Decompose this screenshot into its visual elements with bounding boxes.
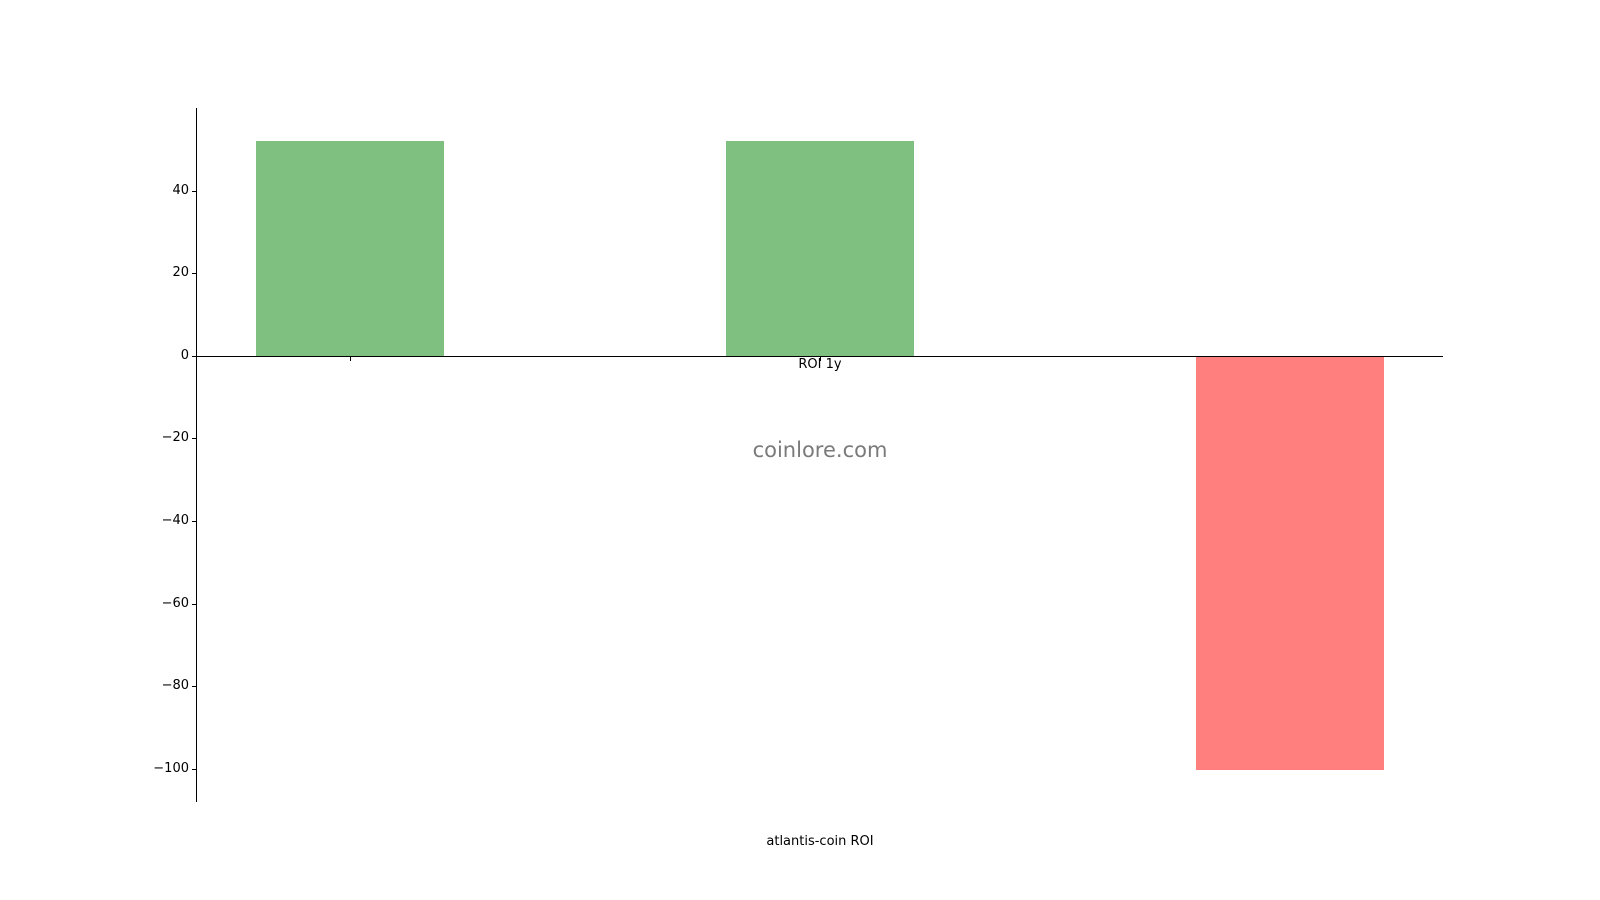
x-axis-title: atlantis-coin ROI (766, 834, 874, 849)
watermark-text: coinlore.com (752, 438, 888, 462)
y-tick-mark (192, 604, 196, 605)
y-tick-mark (192, 769, 196, 770)
y-tick-label: −40 (161, 513, 189, 528)
x-tick-mark (820, 356, 821, 361)
y-tick-label: 0 (180, 348, 189, 363)
y-tick-label: 40 (172, 183, 189, 198)
x-tick-mark (350, 356, 351, 361)
y-tick-label: 20 (172, 265, 189, 280)
bar-series-0 (256, 141, 444, 356)
y-tick-label: −20 (161, 430, 189, 445)
y-tick-label: −80 (161, 678, 189, 693)
bar-series-2 (1196, 357, 1384, 770)
bar-ROI 1y (726, 141, 914, 356)
x-tick-label: ROI 1y (798, 357, 842, 372)
y-tick-label: −60 (161, 596, 189, 611)
y-tick-label: −100 (153, 761, 189, 776)
y-tick-mark (192, 191, 196, 192)
y-tick-mark (192, 356, 196, 357)
y-tick-mark (192, 686, 196, 687)
y-tick-mark (192, 521, 196, 522)
y-axis-spine (196, 108, 197, 802)
x-axis-zero-line (196, 356, 1443, 357)
y-tick-mark (192, 438, 196, 439)
y-tick-mark (192, 273, 196, 274)
